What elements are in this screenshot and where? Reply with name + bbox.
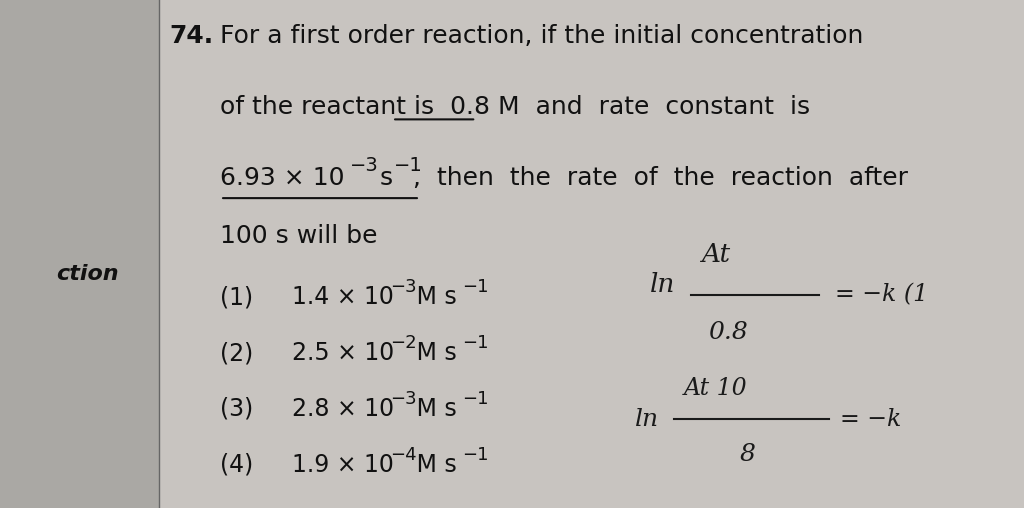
Text: −1: −1 [462, 446, 488, 464]
Text: At 10: At 10 [684, 377, 748, 400]
Text: 8: 8 [739, 443, 756, 466]
Text: 0.8: 0.8 [709, 321, 749, 344]
Text: M s: M s [409, 453, 457, 477]
Text: (2): (2) [220, 341, 253, 365]
Text: ln: ln [650, 272, 676, 297]
Text: 1.9 × 10: 1.9 × 10 [292, 453, 393, 477]
Text: −3: −3 [390, 278, 417, 296]
Text: ln: ln [635, 407, 659, 431]
Text: 2.5 × 10: 2.5 × 10 [292, 341, 394, 365]
Text: −1: −1 [462, 278, 488, 296]
Text: (3): (3) [220, 397, 253, 421]
Text: −1: −1 [394, 155, 423, 175]
Bar [0, 0, 159, 508]
Text: For a first order reaction, if the initial concentration: For a first order reaction, if the initi… [220, 23, 863, 48]
Text: s: s [372, 166, 393, 190]
Text: = −k (1: = −k (1 [835, 283, 928, 306]
Text: 2.8 × 10: 2.8 × 10 [292, 397, 394, 421]
Text: 6.93 × 10: 6.93 × 10 [220, 166, 345, 190]
Text: M s: M s [409, 397, 457, 421]
Text: M s: M s [409, 341, 457, 365]
Text: −2: −2 [390, 334, 417, 352]
Text: −3: −3 [350, 155, 379, 175]
Text: (4): (4) [220, 453, 253, 477]
Text: 74.: 74. [169, 23, 213, 48]
Text: (1): (1) [220, 285, 253, 309]
Text: −1: −1 [462, 334, 488, 352]
Text: ction: ction [55, 264, 119, 284]
Text: = −k: = −k [840, 407, 901, 431]
Text: 1.4 × 10: 1.4 × 10 [292, 285, 393, 309]
Text: −4: −4 [390, 446, 417, 464]
Text: of the reactant is  0.8 M  and  rate  constant  is: of the reactant is 0.8 M and rate consta… [220, 94, 810, 119]
Text: 100 s will be: 100 s will be [220, 224, 378, 248]
Text: −1: −1 [462, 390, 488, 408]
Text: At: At [701, 241, 730, 267]
Text: −3: −3 [390, 390, 417, 408]
Text: ,  then  the  rate  of  the  reaction  after: , then the rate of the reaction after [413, 166, 907, 190]
Text: M s: M s [409, 285, 457, 309]
